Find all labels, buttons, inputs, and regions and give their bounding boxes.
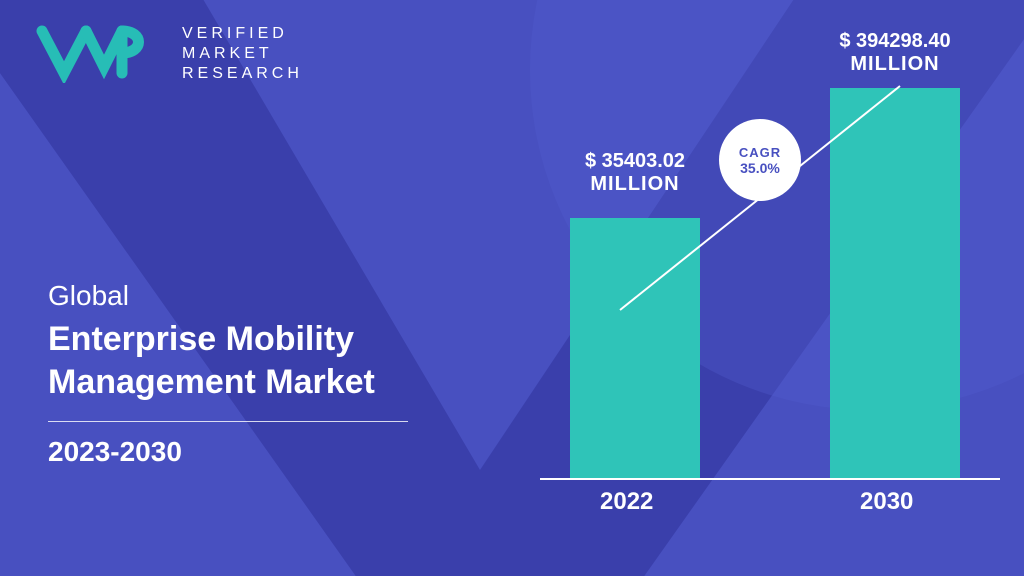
x-tick-2022: 2022: [600, 488, 653, 516]
logo: VERIFIED MARKET RESEARCH: [36, 24, 303, 84]
x-axis: [540, 478, 1000, 480]
x-tick-2030: 2030: [860, 488, 913, 516]
logo-text: VERIFIED MARKET RESEARCH: [182, 24, 303, 84]
logo-text-line1: VERIFIED: [182, 24, 303, 44]
logo-text-line3: RESEARCH: [182, 64, 303, 84]
cagr-label: CAGR: [739, 145, 781, 160]
unit-2030: MILLION: [815, 53, 975, 76]
value-2022: $ 35403.02: [555, 150, 715, 173]
logo-mark-icon: [36, 25, 166, 83]
bar-label-2030: $ 394298.40 MILLION: [815, 30, 975, 76]
bar-2022: [570, 218, 700, 478]
title-year-range: 2023-2030: [48, 436, 468, 468]
logo-text-line2: MARKET: [182, 44, 303, 64]
bar-chart: $ 35403.02 MILLION $ 394298.40 MILLION C…: [540, 30, 1000, 480]
title-divider: [48, 421, 408, 422]
infographic-canvas: VERIFIED MARKET RESEARCH Global Enterpri…: [0, 0, 1024, 576]
title-market: Enterprise Mobility Management Market: [48, 318, 468, 403]
title-block: Global Enterprise Mobility Management Ma…: [48, 280, 468, 468]
cagr-value: 35.0%: [740, 160, 780, 176]
title-scope: Global: [48, 280, 468, 312]
value-2030: $ 394298.40: [815, 30, 975, 53]
bar-label-2022: $ 35403.02 MILLION: [555, 150, 715, 196]
bar-2030: [830, 88, 960, 478]
cagr-badge: CAGR 35.0%: [719, 119, 801, 201]
unit-2022: MILLION: [555, 173, 715, 196]
